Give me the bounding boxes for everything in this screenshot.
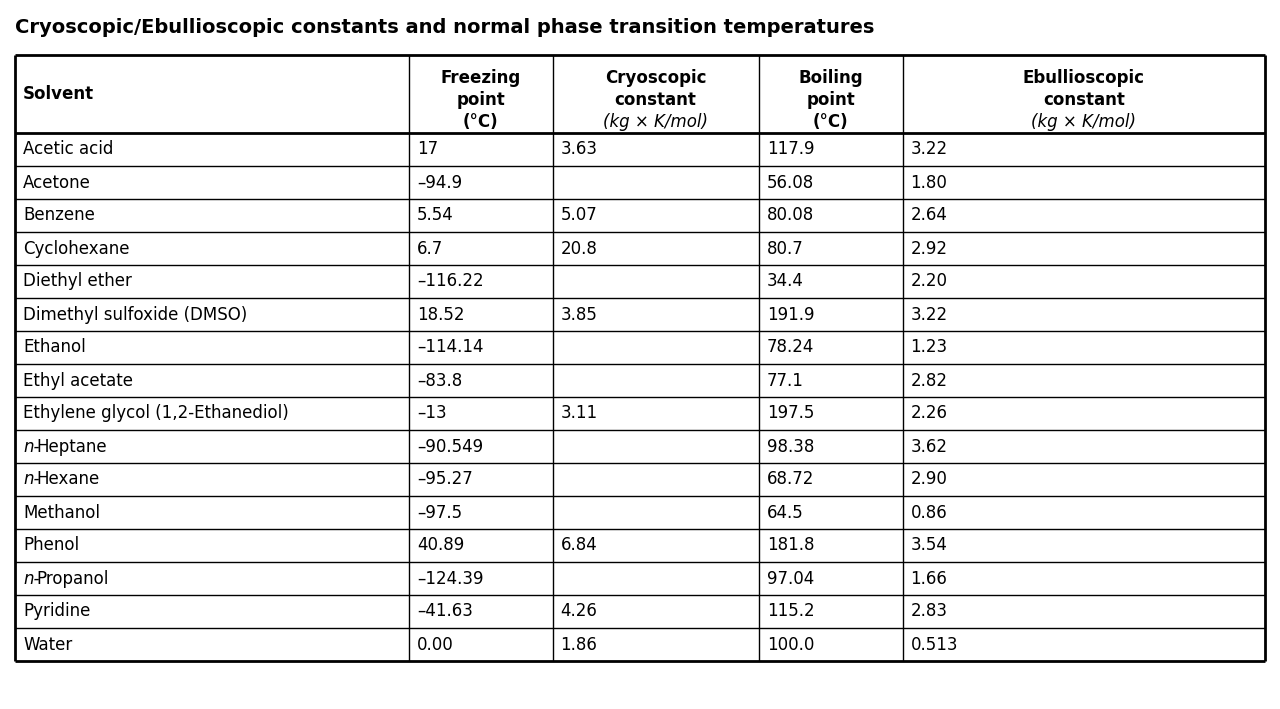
Text: 197.5: 197.5 — [767, 405, 814, 423]
Text: n-: n- — [23, 569, 40, 588]
Text: n-: n- — [23, 471, 40, 489]
Text: Diethyl ether: Diethyl ether — [23, 272, 132, 291]
Text: Solvent: Solvent — [23, 85, 95, 103]
Text: 80.7: 80.7 — [767, 240, 804, 257]
Text: Ebullioscopic: Ebullioscopic — [1023, 69, 1144, 87]
Text: 2.20: 2.20 — [910, 272, 947, 291]
Text: 100.0: 100.0 — [767, 635, 814, 654]
Text: constant: constant — [1043, 91, 1125, 109]
Text: 77.1: 77.1 — [767, 372, 804, 389]
Text: Ethyl acetate: Ethyl acetate — [23, 372, 133, 389]
Text: 18.52: 18.52 — [417, 306, 465, 323]
Text: 78.24: 78.24 — [767, 338, 814, 357]
Text: 2.90: 2.90 — [910, 471, 947, 489]
Text: 56.08: 56.08 — [767, 174, 814, 191]
Text: 3.54: 3.54 — [910, 537, 947, 554]
Text: 191.9: 191.9 — [767, 306, 814, 323]
Text: Heptane: Heptane — [36, 437, 106, 455]
Text: 3.11: 3.11 — [561, 405, 598, 423]
Text: 3.62: 3.62 — [910, 437, 947, 455]
Text: –114.14: –114.14 — [417, 338, 484, 357]
Text: 0.86: 0.86 — [910, 503, 947, 522]
Text: (kg × K/mol): (kg × K/mol) — [1032, 113, 1137, 131]
Text: Acetic acid: Acetic acid — [23, 140, 114, 159]
Text: 6.7: 6.7 — [417, 240, 443, 257]
Text: Water: Water — [23, 635, 72, 654]
Text: constant: constant — [614, 91, 696, 109]
Text: 0.513: 0.513 — [910, 635, 957, 654]
Text: 2.26: 2.26 — [910, 405, 947, 423]
Text: 117.9: 117.9 — [767, 140, 814, 159]
Text: 181.8: 181.8 — [767, 537, 814, 554]
Text: 5.07: 5.07 — [561, 206, 598, 225]
Text: 1.66: 1.66 — [910, 569, 947, 588]
Text: 2.83: 2.83 — [910, 603, 947, 620]
Text: Ethylene glycol (1,2-Ethanediol): Ethylene glycol (1,2-Ethanediol) — [23, 405, 289, 423]
Text: 6.84: 6.84 — [561, 537, 598, 554]
Text: –41.63: –41.63 — [417, 603, 472, 620]
Text: Boiling: Boiling — [799, 69, 863, 87]
Text: Cyclohexane: Cyclohexane — [23, 240, 129, 257]
Text: 4.26: 4.26 — [561, 603, 598, 620]
Text: (kg × K/mol): (kg × K/mol) — [603, 113, 708, 131]
Text: 2.92: 2.92 — [910, 240, 947, 257]
Text: Propanol: Propanol — [36, 569, 109, 588]
Text: (°C): (°C) — [463, 113, 498, 131]
Text: (°C): (°C) — [813, 113, 849, 131]
Text: 64.5: 64.5 — [767, 503, 804, 522]
Text: Freezing: Freezing — [440, 69, 521, 87]
Text: 3.63: 3.63 — [561, 140, 598, 159]
Text: Pyridine: Pyridine — [23, 603, 91, 620]
Text: 17: 17 — [417, 140, 438, 159]
Text: 2.64: 2.64 — [910, 206, 947, 225]
Text: 1.86: 1.86 — [561, 635, 598, 654]
Text: –83.8: –83.8 — [417, 372, 462, 389]
Text: point: point — [456, 91, 506, 109]
Text: 0.00: 0.00 — [417, 635, 453, 654]
Text: –95.27: –95.27 — [417, 471, 472, 489]
Text: –94.9: –94.9 — [417, 174, 462, 191]
Text: Phenol: Phenol — [23, 537, 79, 554]
Text: Cryoscopic: Cryoscopic — [605, 69, 707, 87]
Text: 34.4: 34.4 — [767, 272, 804, 291]
Text: –90.549: –90.549 — [417, 437, 483, 455]
Text: 1.80: 1.80 — [910, 174, 947, 191]
Text: 40.89: 40.89 — [417, 537, 465, 554]
Text: Ethanol: Ethanol — [23, 338, 86, 357]
Text: –124.39: –124.39 — [417, 569, 484, 588]
Text: Acetone: Acetone — [23, 174, 91, 191]
Text: 20.8: 20.8 — [561, 240, 598, 257]
Text: Cryoscopic/Ebullioscopic constants and normal phase transition temperatures: Cryoscopic/Ebullioscopic constants and n… — [15, 18, 874, 37]
Text: Dimethyl sulfoxide (DMSO): Dimethyl sulfoxide (DMSO) — [23, 306, 247, 323]
Text: 97.04: 97.04 — [767, 569, 814, 588]
Text: point: point — [806, 91, 855, 109]
Text: 98.38: 98.38 — [767, 437, 814, 455]
Text: 2.82: 2.82 — [910, 372, 947, 389]
Text: Benzene: Benzene — [23, 206, 95, 225]
Text: 5.54: 5.54 — [417, 206, 453, 225]
Text: 3.22: 3.22 — [910, 306, 947, 323]
Text: Methanol: Methanol — [23, 503, 100, 522]
Text: 68.72: 68.72 — [767, 471, 814, 489]
Text: Hexane: Hexane — [36, 471, 100, 489]
Text: 1.23: 1.23 — [910, 338, 947, 357]
Text: –97.5: –97.5 — [417, 503, 462, 522]
Text: 115.2: 115.2 — [767, 603, 814, 620]
Text: n-: n- — [23, 437, 40, 455]
Text: 3.85: 3.85 — [561, 306, 598, 323]
Text: –13: –13 — [417, 405, 447, 423]
Text: –116.22: –116.22 — [417, 272, 484, 291]
Text: 3.22: 3.22 — [910, 140, 947, 159]
Text: 80.08: 80.08 — [767, 206, 814, 225]
